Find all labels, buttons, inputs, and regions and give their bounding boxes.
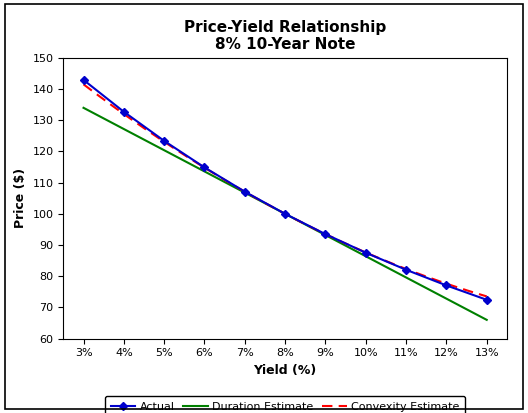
- Duration Estimate: [80, 105, 87, 110]
- Duration Estimate: [371, 259, 378, 263]
- Convexity Estimate: [80, 82, 87, 87]
- Actual: [322, 232, 328, 237]
- Actual: [121, 109, 127, 114]
- Actual: [242, 189, 248, 194]
- Duration Estimate: [240, 189, 247, 194]
- Convexity Estimate: [240, 188, 247, 193]
- Actual: [201, 165, 208, 170]
- Duration Estimate: [373, 259, 380, 264]
- Duration Estimate: [484, 317, 490, 322]
- Line: Duration Estimate: Duration Estimate: [83, 108, 487, 320]
- Duration Estimate: [334, 239, 341, 244]
- Actual: [484, 297, 490, 302]
- Convexity Estimate: [484, 294, 490, 299]
- Duration Estimate: [129, 131, 135, 136]
- Line: Actual: Actual: [80, 77, 490, 303]
- Title: Price-Yield Relationship
8% 10-Year Note: Price-Yield Relationship 8% 10-Year Note: [184, 20, 386, 52]
- Actual: [282, 211, 288, 216]
- Line: Convexity Estimate: Convexity Estimate: [83, 84, 487, 297]
- Duration Estimate: [212, 174, 218, 179]
- Actual: [443, 283, 449, 288]
- Y-axis label: Price ($): Price ($): [14, 168, 27, 228]
- X-axis label: Yield (%): Yield (%): [253, 364, 317, 377]
- Convexity Estimate: [129, 117, 135, 122]
- Actual: [403, 267, 409, 272]
- Convexity Estimate: [334, 237, 341, 242]
- Convexity Estimate: [373, 255, 380, 260]
- Actual: [80, 77, 87, 82]
- Actual: [161, 138, 167, 143]
- Legend: Actual, Duration Estimate, Convexity Estimate: Actual, Duration Estimate, Convexity Est…: [105, 396, 465, 413]
- Convexity Estimate: [371, 254, 378, 259]
- Actual: [363, 250, 369, 255]
- Convexity Estimate: [212, 171, 218, 176]
